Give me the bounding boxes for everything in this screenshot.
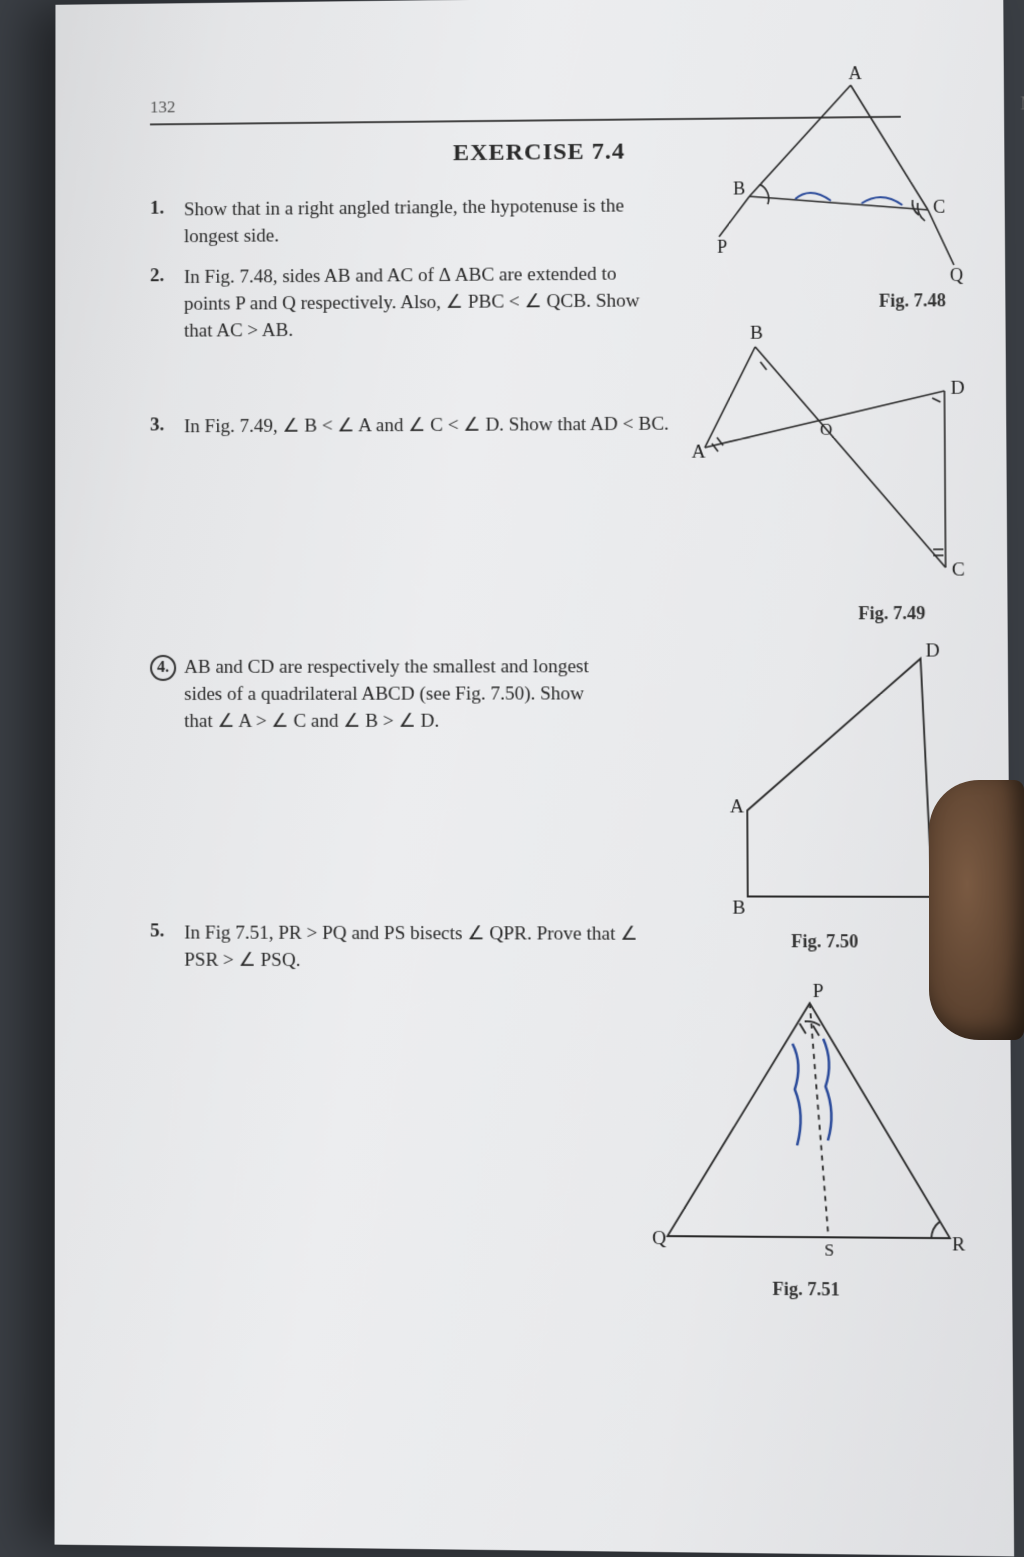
- vertex-label: B: [733, 178, 745, 198]
- page-content: 132 Ma EXERCISE 7.4 1. Show that in a ri…: [55, 0, 1011, 1032]
- vertex-label: A: [848, 64, 861, 83]
- figure-7-50: A B C D Fig. 7.50: [690, 638, 958, 953]
- figure-caption: Fig. 7.51: [642, 1278, 971, 1302]
- question-number: 2.: [150, 265, 184, 287]
- question-1: 1. Show that in a right angled triangle,…: [150, 193, 673, 251]
- crossed-triangles-diagram-icon: A B C D O: [669, 315, 977, 598]
- vertex-label: P: [813, 982, 824, 1002]
- question-text: In Fig. 7.48, sides AB and AC of Δ ABC a…: [184, 261, 674, 345]
- figure-7-51: P Q R S Fig. 7.51: [641, 982, 971, 1301]
- question-5: 5. In Fig 7.51, PR > PQ and PS bisects ∠…: [150, 920, 656, 976]
- question-text: Show that in a right angled triangle, th…: [184, 193, 673, 251]
- question-number: 4.: [150, 655, 184, 681]
- figure-caption: Fig. 7.50: [692, 931, 959, 953]
- question-number: 1.: [150, 198, 184, 220]
- vertex-label: C: [952, 559, 965, 580]
- vertex-label: R: [952, 1234, 966, 1256]
- vertex-label: Q: [950, 265, 963, 285]
- question-4: 4. AB and CD are respectively the smalle…: [150, 654, 625, 736]
- vertex-label: B: [750, 323, 763, 344]
- vertex-label: D: [951, 378, 965, 399]
- book-page: 132 Ma EXERCISE 7.4 1. Show that in a ri…: [55, 0, 1015, 1556]
- vertex-label: S: [824, 1240, 834, 1260]
- vertex-label: D: [926, 640, 940, 661]
- vertex-label: A: [692, 441, 706, 462]
- hand-holding-book: [929, 780, 1024, 1040]
- question-number: 3.: [150, 414, 184, 436]
- figure-caption: Fig. 7.49: [670, 603, 977, 625]
- figure-7-48: A B C P Q Fig. 7.48: [698, 64, 964, 313]
- question-2: 2. In Fig. 7.48, sides AB and AC of Δ AB…: [150, 261, 674, 346]
- triangle-bisector-diagram-icon: P Q R S: [641, 982, 971, 1269]
- triangle-diagram-icon: A B C P Q: [698, 64, 964, 287]
- quadrilateral-diagram-icon: A B C D: [690, 638, 958, 922]
- vertex-label: A: [730, 796, 744, 817]
- vertex-label: O: [820, 420, 833, 439]
- question-text: AB and CD are respectively the smallest …: [184, 654, 624, 736]
- vertex-label: P: [717, 237, 727, 257]
- circled-number-icon: 4.: [150, 655, 176, 681]
- question-3: 3. In Fig. 7.49, ∠ B < ∠ A and ∠ C < ∠ D…: [150, 411, 695, 441]
- figure-caption: Fig. 7.48: [699, 290, 964, 313]
- figure-7-49: A B C D O Fig. 7.49: [669, 315, 977, 625]
- vertex-label: Q: [652, 1228, 666, 1250]
- vertex-label: B: [732, 897, 745, 918]
- question-text: In Fig. 7.49, ∠ B < ∠ A and ∠ C < ∠ D. S…: [184, 411, 695, 441]
- header-margin-text: Ma: [1020, 93, 1024, 114]
- question-number: 5.: [150, 920, 184, 942]
- vertex-label: C: [933, 197, 945, 217]
- question-text: In Fig 7.51, PR > PQ and PS bisects ∠ QP…: [184, 920, 656, 976]
